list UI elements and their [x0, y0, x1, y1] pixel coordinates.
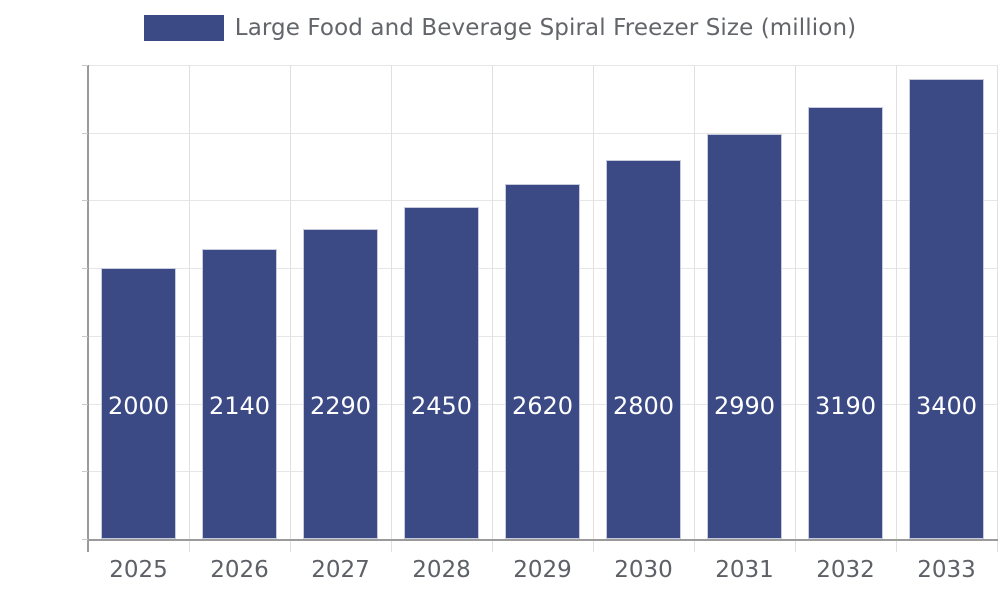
gridline-vertical	[694, 65, 695, 552]
y-axis-tick-mark-icon	[82, 403, 88, 405]
gridline-vertical	[997, 65, 998, 552]
y-axis-spine	[87, 65, 89, 552]
bar[interactable]: 2990	[707, 134, 782, 539]
x-axis-tick-label: 2031	[715, 557, 774, 583]
bar-value-label: 2450	[410, 391, 473, 420]
bar-value-label: 2620	[511, 391, 574, 420]
bar[interactable]: 2140	[202, 249, 277, 539]
y-axis-tick-mark-icon	[82, 471, 88, 473]
bar-value-label: 2140	[208, 391, 271, 420]
y-axis-tick-mark-icon	[82, 539, 88, 540]
chart-legend: Large Food and Beverage Spiral Freezer S…	[0, 0, 1000, 56]
y-axis-tick-mark-icon	[82, 65, 88, 66]
gridline-vertical	[492, 65, 493, 552]
y-axis-tick-mark-icon	[82, 132, 88, 134]
y-axis-tick-mark-icon	[82, 200, 88, 202]
x-axis-tick-label: 2025	[109, 557, 168, 583]
gridline-horizontal	[88, 132, 997, 134]
gridline-vertical	[189, 65, 190, 552]
y-axis-tick-mark-icon	[82, 268, 88, 270]
bar[interactable]: 3190	[808, 106, 883, 539]
gridline-vertical	[290, 65, 291, 552]
x-axis-tick-label: 2033	[917, 557, 976, 583]
x-axis-tick-label: 2029	[513, 557, 572, 583]
bar[interactable]: 2450	[404, 207, 479, 539]
bar[interactable]: 2290	[303, 228, 378, 539]
bar[interactable]: 2620	[505, 184, 580, 539]
bar[interactable]: 2000	[101, 268, 176, 539]
gridline-vertical	[391, 65, 392, 552]
x-axis-spine	[87, 539, 998, 541]
bar[interactable]: 3400	[909, 78, 984, 539]
x-axis-tick-label: 2027	[311, 557, 370, 583]
x-axis-tick-label: 2030	[614, 557, 673, 583]
legend-color-swatch-icon	[143, 15, 224, 41]
bar-value-label: 2290	[309, 391, 372, 420]
legend-label: Large Food and Beverage Spiral Freezer S…	[234, 15, 857, 41]
x-axis-tick-label: 2028	[412, 557, 471, 583]
bar[interactable]: 2800	[606, 159, 681, 539]
gridline-vertical	[896, 65, 897, 552]
bar-value-label: 2990	[713, 391, 776, 420]
x-axis-tick-label: 2026	[210, 557, 269, 583]
gridline-vertical	[795, 65, 796, 552]
gridline-vertical	[593, 65, 594, 552]
y-axis-tick-mark-icon	[82, 335, 88, 337]
plot-area: 0500100015002000250030003500 20252026202…	[82, 65, 998, 583]
gridline-horizontal	[88, 65, 997, 66]
legend-entry[interactable]: Large Food and Beverage Spiral Freezer S…	[143, 15, 857, 41]
bar-value-label: 3190	[814, 391, 877, 420]
bar-value-label: 2000	[107, 391, 170, 420]
bar-value-label: 2800	[612, 391, 675, 420]
bar-value-label: 3400	[915, 391, 978, 420]
x-axis-tick-label: 2032	[816, 557, 875, 583]
